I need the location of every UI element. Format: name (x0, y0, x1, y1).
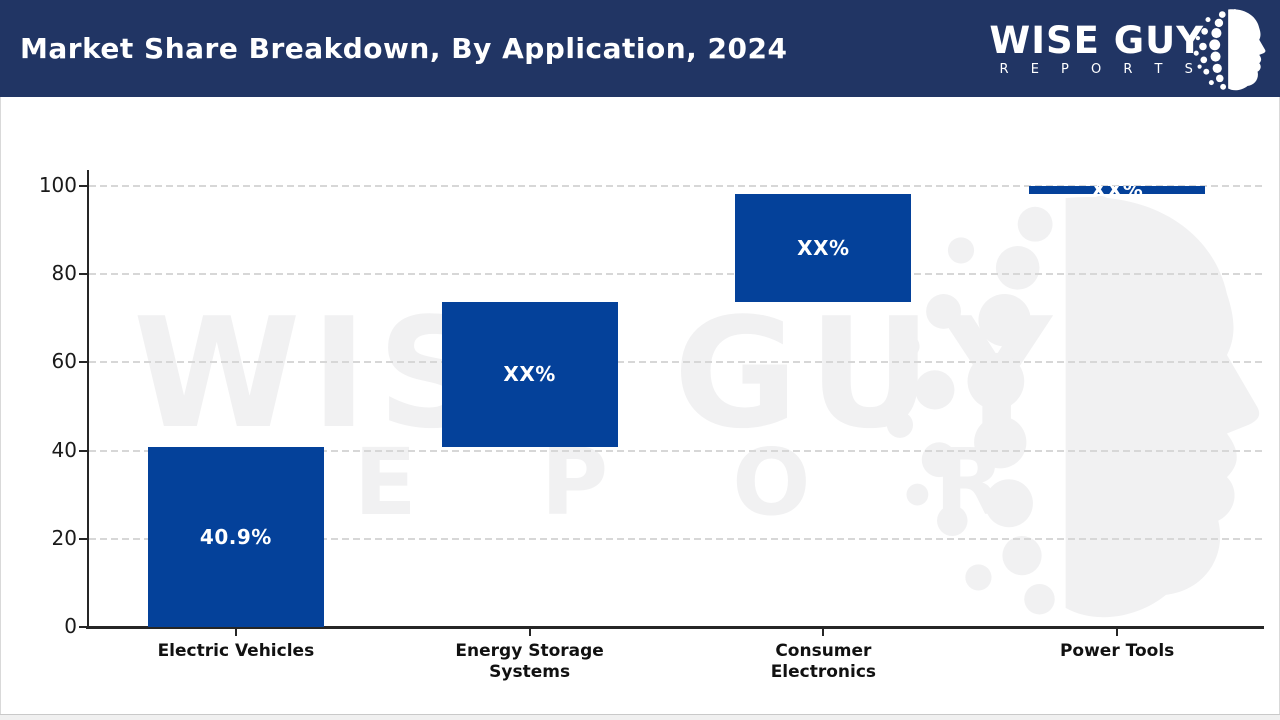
brand-name: WISE GUY (989, 19, 1204, 62)
face-profile-icon (1193, 9, 1266, 91)
y-tick-mark (79, 361, 87, 364)
bar-value-label: 40.9% (199, 524, 272, 549)
x-axis-spine (86, 626, 1264, 629)
footer-strip (0, 714, 1280, 720)
page-title: Market Share Breakdown, By Application, … (20, 32, 788, 65)
y-tick-label: 80 (51, 261, 77, 286)
bar: XX% (735, 193, 912, 303)
brand-logo-text: WISE GUY R E P O R T S (989, 19, 1204, 78)
y-tick-label: 100 (38, 172, 77, 197)
x-tick-mark (822, 629, 825, 636)
y-tick-label: 60 (51, 349, 77, 374)
gridline (89, 273, 1264, 276)
y-tick-mark (79, 626, 87, 628)
bar-value-label: XX% (1091, 186, 1143, 194)
gridline (89, 184, 1264, 187)
x-tick-mark (528, 629, 531, 636)
y-tick-label: 0 (64, 614, 77, 638)
bar-value-label: XX% (797, 236, 850, 261)
x-tick-label: Consumer Electronics (770, 641, 877, 682)
brand-logo: WISE GUY R E P O R T S (989, 6, 1268, 92)
x-tick-label: Electric Vehicles (157, 641, 315, 661)
bar-value-label: XX% (503, 362, 556, 387)
bar: 40.9% (147, 446, 324, 627)
gridline (89, 449, 1264, 452)
gridline (89, 361, 1264, 364)
brand-subname: R E P O R T S (999, 62, 1202, 77)
header-band: Market Share Breakdown, By Application, … (0, 0, 1280, 97)
plot-area: 0 20 40 60 80 100 40.9% Electric Vehicles XX% Ene… (39, 170, 1264, 682)
y-tick-label: 20 (51, 525, 77, 550)
x-tick-mark (234, 629, 237, 636)
y-tick-mark (79, 273, 87, 276)
bar: XX% (1029, 185, 1206, 194)
y-tick-label: 40 (51, 437, 77, 462)
y-axis-spine (87, 170, 89, 629)
bar: XX% (441, 302, 618, 447)
x-tick-mark (1116, 629, 1119, 636)
y-tick-mark (79, 537, 87, 540)
y-tick-mark (79, 184, 87, 187)
x-tick-label: Energy Storage Systems (455, 641, 604, 682)
y-tick-mark (79, 449, 87, 452)
chart-area: WISE GUY R E P O R T S (0, 97, 1280, 714)
x-tick-label: Power Tools (1059, 641, 1175, 661)
gridline (89, 537, 1264, 540)
